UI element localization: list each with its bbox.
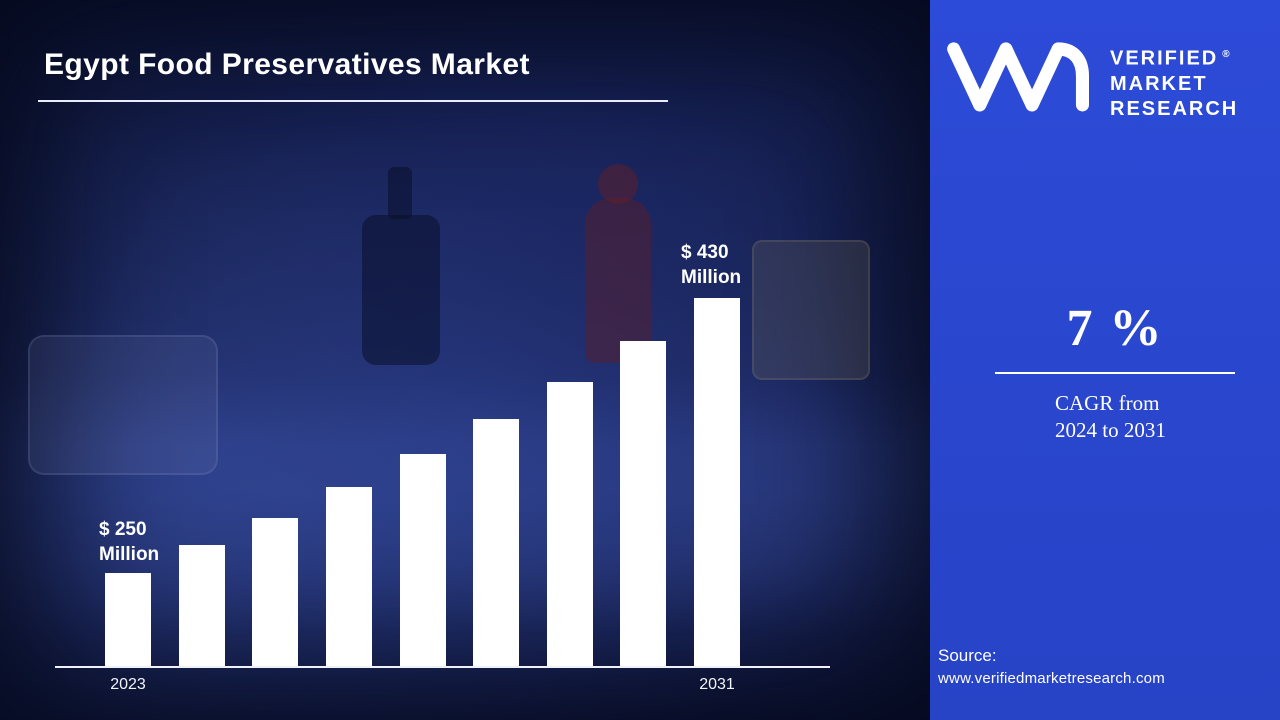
source-block: Source: www.verifiedmarketresearch.com	[938, 644, 1165, 690]
source-url: www.verifiedmarketresearch.com	[938, 670, 1165, 687]
bar-2023	[105, 573, 151, 668]
x-axis-baseline	[55, 666, 830, 668]
registered-mark: ®	[1222, 49, 1230, 60]
bar-2027	[399, 454, 446, 668]
x-tick-2031: 2031	[699, 676, 735, 693]
brand-wordmark: VERIFIED ® MARKET RESEARCH	[1110, 34, 1238, 122]
info-panel: VERIFIED ® MARKET RESEARCH 7 % CAGR from …	[930, 0, 1280, 720]
bar-series	[105, 248, 740, 668]
cagr-caption-line-1: CAGR from	[1055, 391, 1160, 415]
brand-line-3: RESEARCH	[1110, 97, 1239, 120]
chart-area: Egypt Food Preservatives Market $ 250 Mi…	[0, 0, 930, 720]
bar-2026	[325, 487, 372, 668]
brand-line-2: MARKET	[1110, 72, 1208, 95]
last-bar-value-label: $ 430 Million	[681, 240, 741, 290]
bar-2028	[473, 419, 520, 668]
first-bar-unit: Million	[99, 544, 160, 565]
page-title: Egypt Food Preservatives Market	[44, 48, 530, 81]
x-tick-2023: 2023	[110, 676, 146, 693]
cagr-value: 7 %	[1066, 300, 1164, 357]
title-underline	[38, 100, 668, 102]
last-bar-unit: Million	[681, 267, 742, 288]
vmr-monogram-icon	[947, 42, 1089, 112]
bar-2024	[178, 545, 225, 668]
brand-line-1: VERIFIED ®	[1110, 47, 1230, 70]
last-bar-value: $ 430	[681, 242, 729, 263]
source-label: Source:	[938, 646, 997, 665]
first-bar-value-label: $ 250 Million	[99, 517, 159, 567]
cagr-caption: CAGR from 2024 to 2031	[1055, 390, 1235, 444]
bar-2029	[546, 382, 593, 668]
bar-2030	[620, 341, 667, 668]
cagr-caption-line-2: 2024 to 2031	[1055, 418, 1166, 442]
bar-2025	[252, 518, 299, 668]
vmr-logo: VERIFIED ® MARKET RESEARCH	[944, 34, 1238, 122]
bar-2031	[694, 298, 740, 668]
fries-basket-silhouette	[752, 240, 870, 380]
cagr-block: 7 % CAGR from 2024 to 2031	[995, 300, 1235, 444]
first-bar-value: $ 250	[99, 519, 147, 540]
cagr-divider	[995, 372, 1235, 374]
